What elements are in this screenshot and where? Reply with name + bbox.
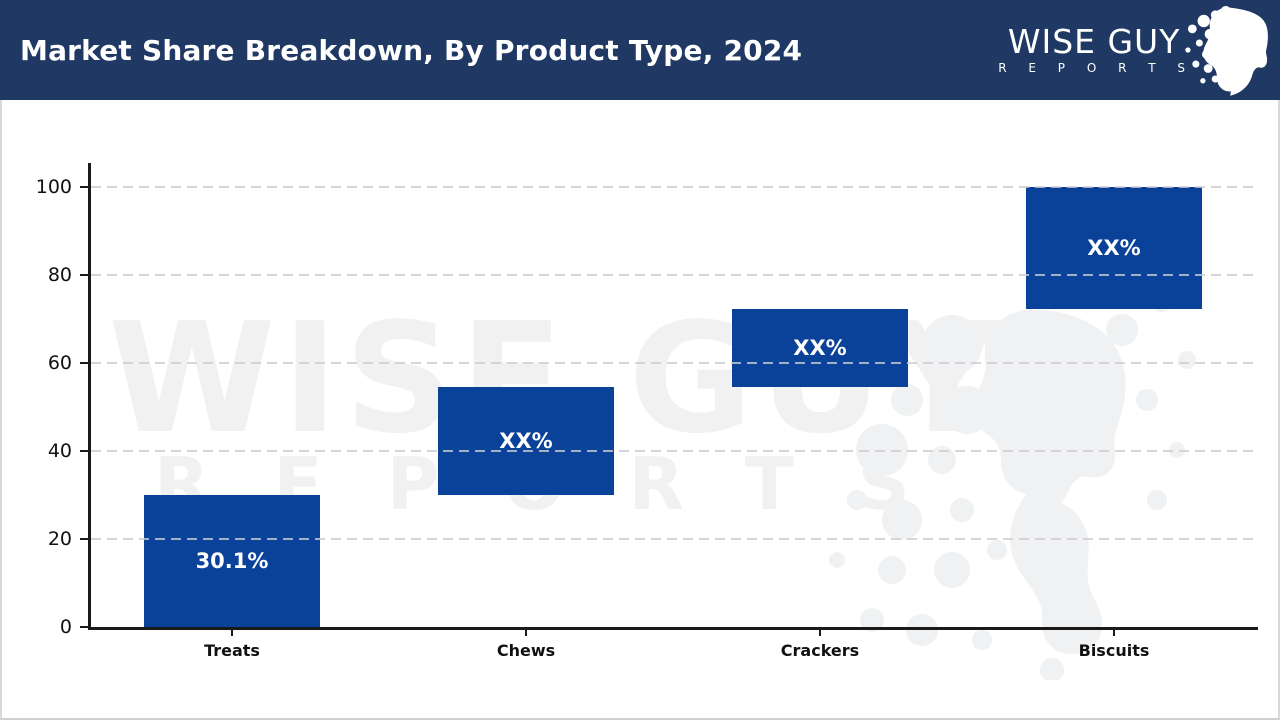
y-tick-label: 80 <box>47 264 72 286</box>
x-tick-label: Chews <box>496 641 556 660</box>
bar-value-label: XX% <box>793 336 847 361</box>
y-axis-tick <box>80 538 88 540</box>
y-tick-label: 100 <box>35 176 72 198</box>
bar-treats: 30.1% <box>144 494 320 627</box>
page-title: Market Share Breakdown, By Product Type,… <box>20 33 803 67</box>
y-axis-spine <box>88 163 91 630</box>
header: Market Share Breakdown, By Product Type,… <box>0 0 1280 100</box>
gridline <box>91 450 1258 452</box>
x-axis-tick <box>525 629 527 636</box>
x-tick-label: Crackers <box>780 641 860 660</box>
gridline <box>91 186 1258 188</box>
wise-guy-logo: WISE GUY R E P O R T S <box>994 4 1268 96</box>
x-tick-label: Biscuits <box>1078 641 1150 660</box>
logo-subtitle: R E P O R T S <box>998 61 1194 76</box>
x-axis-spine <box>88 627 1258 630</box>
y-axis-tick <box>80 274 88 276</box>
gridline <box>91 538 1258 540</box>
bar-chews: XX% <box>438 387 614 495</box>
gridline <box>91 274 1258 276</box>
logo-text: WISE GUY R E P O R T S <box>994 21 1194 76</box>
logo-face-icon <box>1185 6 1268 96</box>
x-axis-tick <box>231 629 233 636</box>
y-tick-label: 60 <box>47 352 72 374</box>
x-axis-tick <box>819 629 821 636</box>
y-axis-tick <box>80 450 88 452</box>
y-tick-label: 40 <box>47 440 72 462</box>
bar-value-label: XX% <box>1087 235 1141 260</box>
y-axis-tick <box>80 186 88 188</box>
gridline <box>91 362 1258 364</box>
x-axis-tick <box>1113 629 1115 636</box>
bar-crackers: XX% <box>732 308 908 388</box>
x-tick-label: Treats <box>204 641 260 660</box>
bar-value-label: XX% <box>499 428 553 453</box>
y-tick-label: 0 <box>59 616 72 638</box>
bar-biscuits: XX% <box>1026 187 1202 309</box>
y-axis-tick <box>80 626 88 628</box>
y-tick-label: 20 <box>47 528 72 550</box>
logo-wordmark: WISE GUY <box>1007 21 1181 61</box>
bar-value-label: 30.1% <box>195 548 269 573</box>
y-axis-tick <box>80 362 88 364</box>
